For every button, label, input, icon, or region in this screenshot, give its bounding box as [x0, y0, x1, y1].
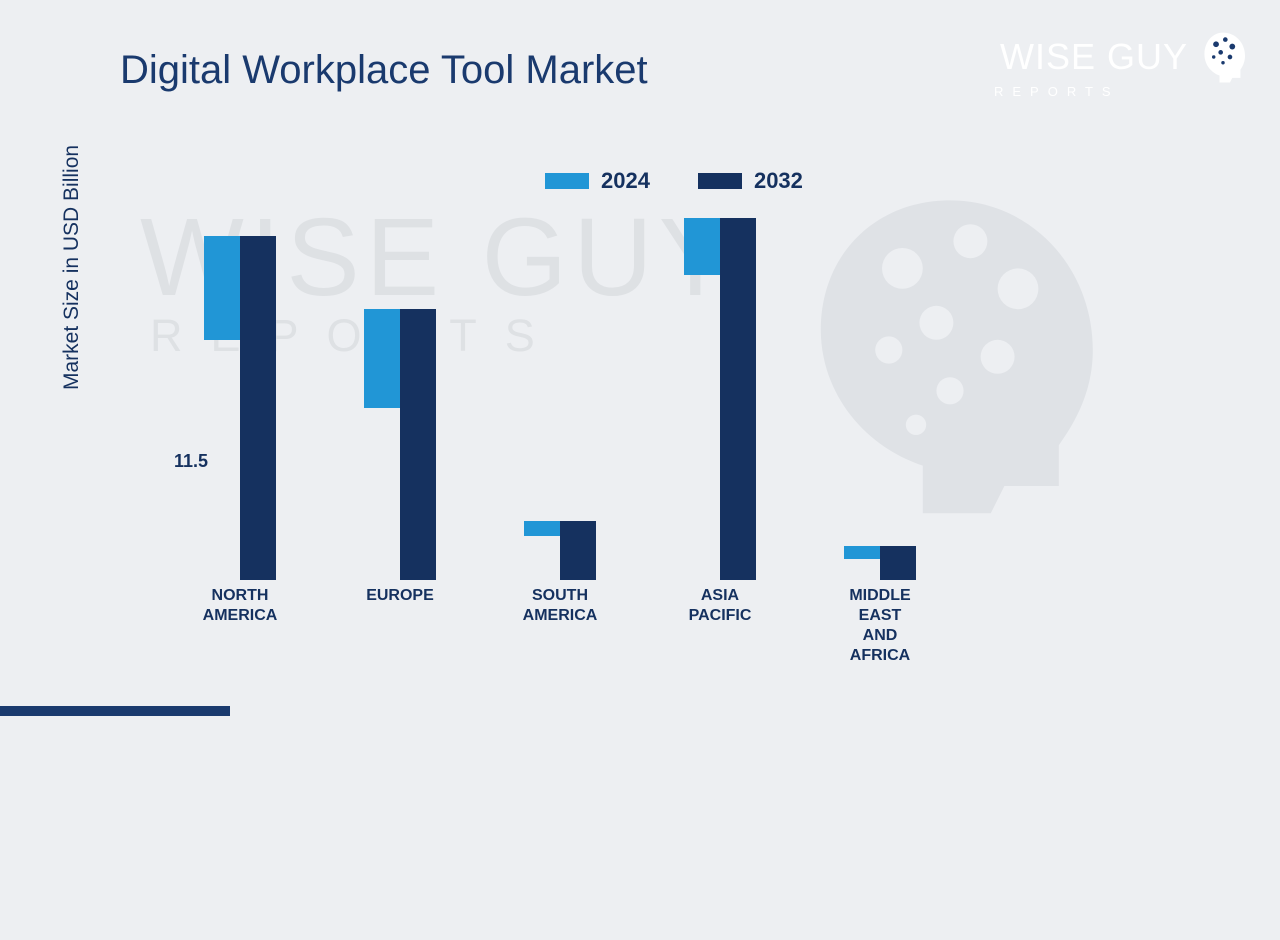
brand-main: WISE GUY [1000, 36, 1188, 78]
bar [204, 236, 240, 340]
bar-group [180, 236, 300, 580]
bar-group [340, 309, 460, 580]
legend-label-2024: 2024 [601, 168, 650, 194]
bar [844, 546, 880, 560]
legend-item-2024: 2024 [545, 168, 650, 194]
bar [400, 309, 436, 580]
plot-area: 11.5NORTHAMERICAEUROPESOUTHAMERICAASIAPA… [150, 200, 930, 580]
chart-title: Digital Workplace Tool Market [120, 48, 648, 93]
brand-logo: WISE GUY REPORTS [992, 28, 1252, 99]
bar-group [500, 521, 620, 580]
bar [240, 236, 276, 580]
chart-area: Market Size in USD Billion 11.5NORTHAMER… [100, 200, 930, 580]
x-axis-label: ASIAPACIFIC [650, 586, 790, 626]
bar [524, 521, 560, 535]
brand-sub: REPORTS [992, 84, 1252, 99]
x-axis-label: MIDDLEEASTANDAFRICA [810, 586, 950, 666]
bar [880, 546, 916, 580]
x-axis-label: SOUTHAMERICA [490, 586, 630, 626]
legend-swatch-2032 [698, 173, 742, 189]
legend-swatch-2024 [545, 173, 589, 189]
footer-accent-bar [0, 706, 230, 716]
y-axis-label: Market Size in USD Billion [60, 145, 84, 390]
legend-label-2032: 2032 [754, 168, 803, 194]
x-axis-label: NORTHAMERICA [170, 586, 310, 626]
x-axis-label: EUROPE [330, 586, 470, 606]
bar [684, 218, 720, 275]
bar-group [820, 546, 940, 580]
brand-head-icon [1194, 28, 1252, 86]
legend: 2024 2032 [545, 168, 803, 194]
bar [560, 521, 596, 580]
bar [364, 309, 400, 409]
bar [720, 218, 756, 580]
legend-item-2032: 2032 [698, 168, 803, 194]
bar-group [660, 218, 780, 580]
